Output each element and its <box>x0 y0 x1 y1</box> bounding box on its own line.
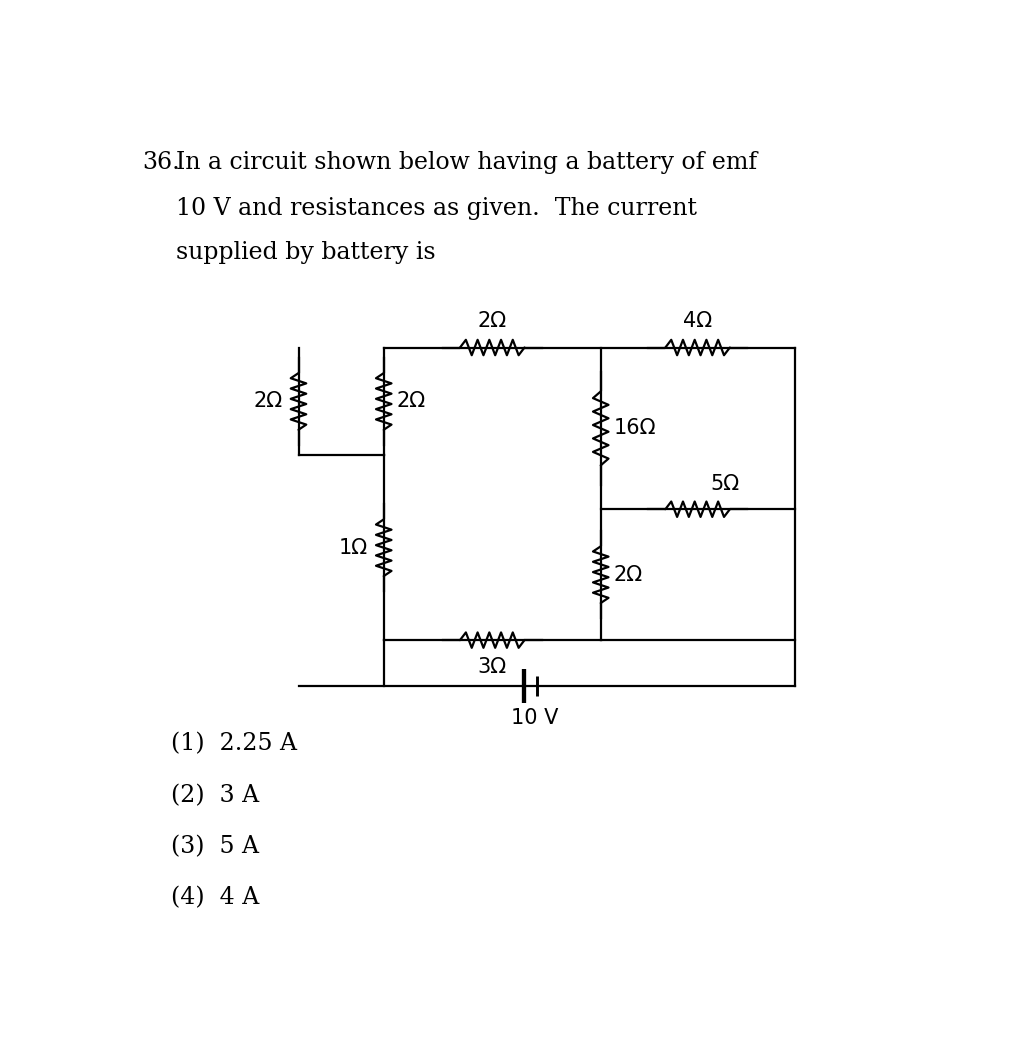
Text: (1)  2.25 A: (1) 2.25 A <box>171 733 297 756</box>
Text: 1Ω: 1Ω <box>339 538 369 558</box>
Text: 3Ω: 3Ω <box>477 657 507 677</box>
Text: 2Ω: 2Ω <box>397 391 426 412</box>
Text: 4Ω: 4Ω <box>683 310 712 330</box>
Text: 2Ω: 2Ω <box>614 565 643 585</box>
Text: (4)  4 A: (4) 4 A <box>171 887 259 910</box>
Text: 5Ω: 5Ω <box>711 474 739 494</box>
Text: 2Ω: 2Ω <box>254 391 283 412</box>
Text: (2)  3 A: (2) 3 A <box>171 784 259 807</box>
Text: In a circuit shown below having a battery of emf: In a circuit shown below having a batter… <box>176 151 757 174</box>
Text: 36.: 36. <box>142 151 179 174</box>
Text: 10 V and resistances as given.  The current: 10 V and resistances as given. The curre… <box>176 197 697 220</box>
Text: (3)  5 A: (3) 5 A <box>171 835 259 858</box>
Text: 16Ω: 16Ω <box>614 418 656 438</box>
Text: supplied by battery is: supplied by battery is <box>176 241 435 264</box>
Text: 2Ω: 2Ω <box>477 310 507 330</box>
Text: 10 V: 10 V <box>511 707 558 728</box>
